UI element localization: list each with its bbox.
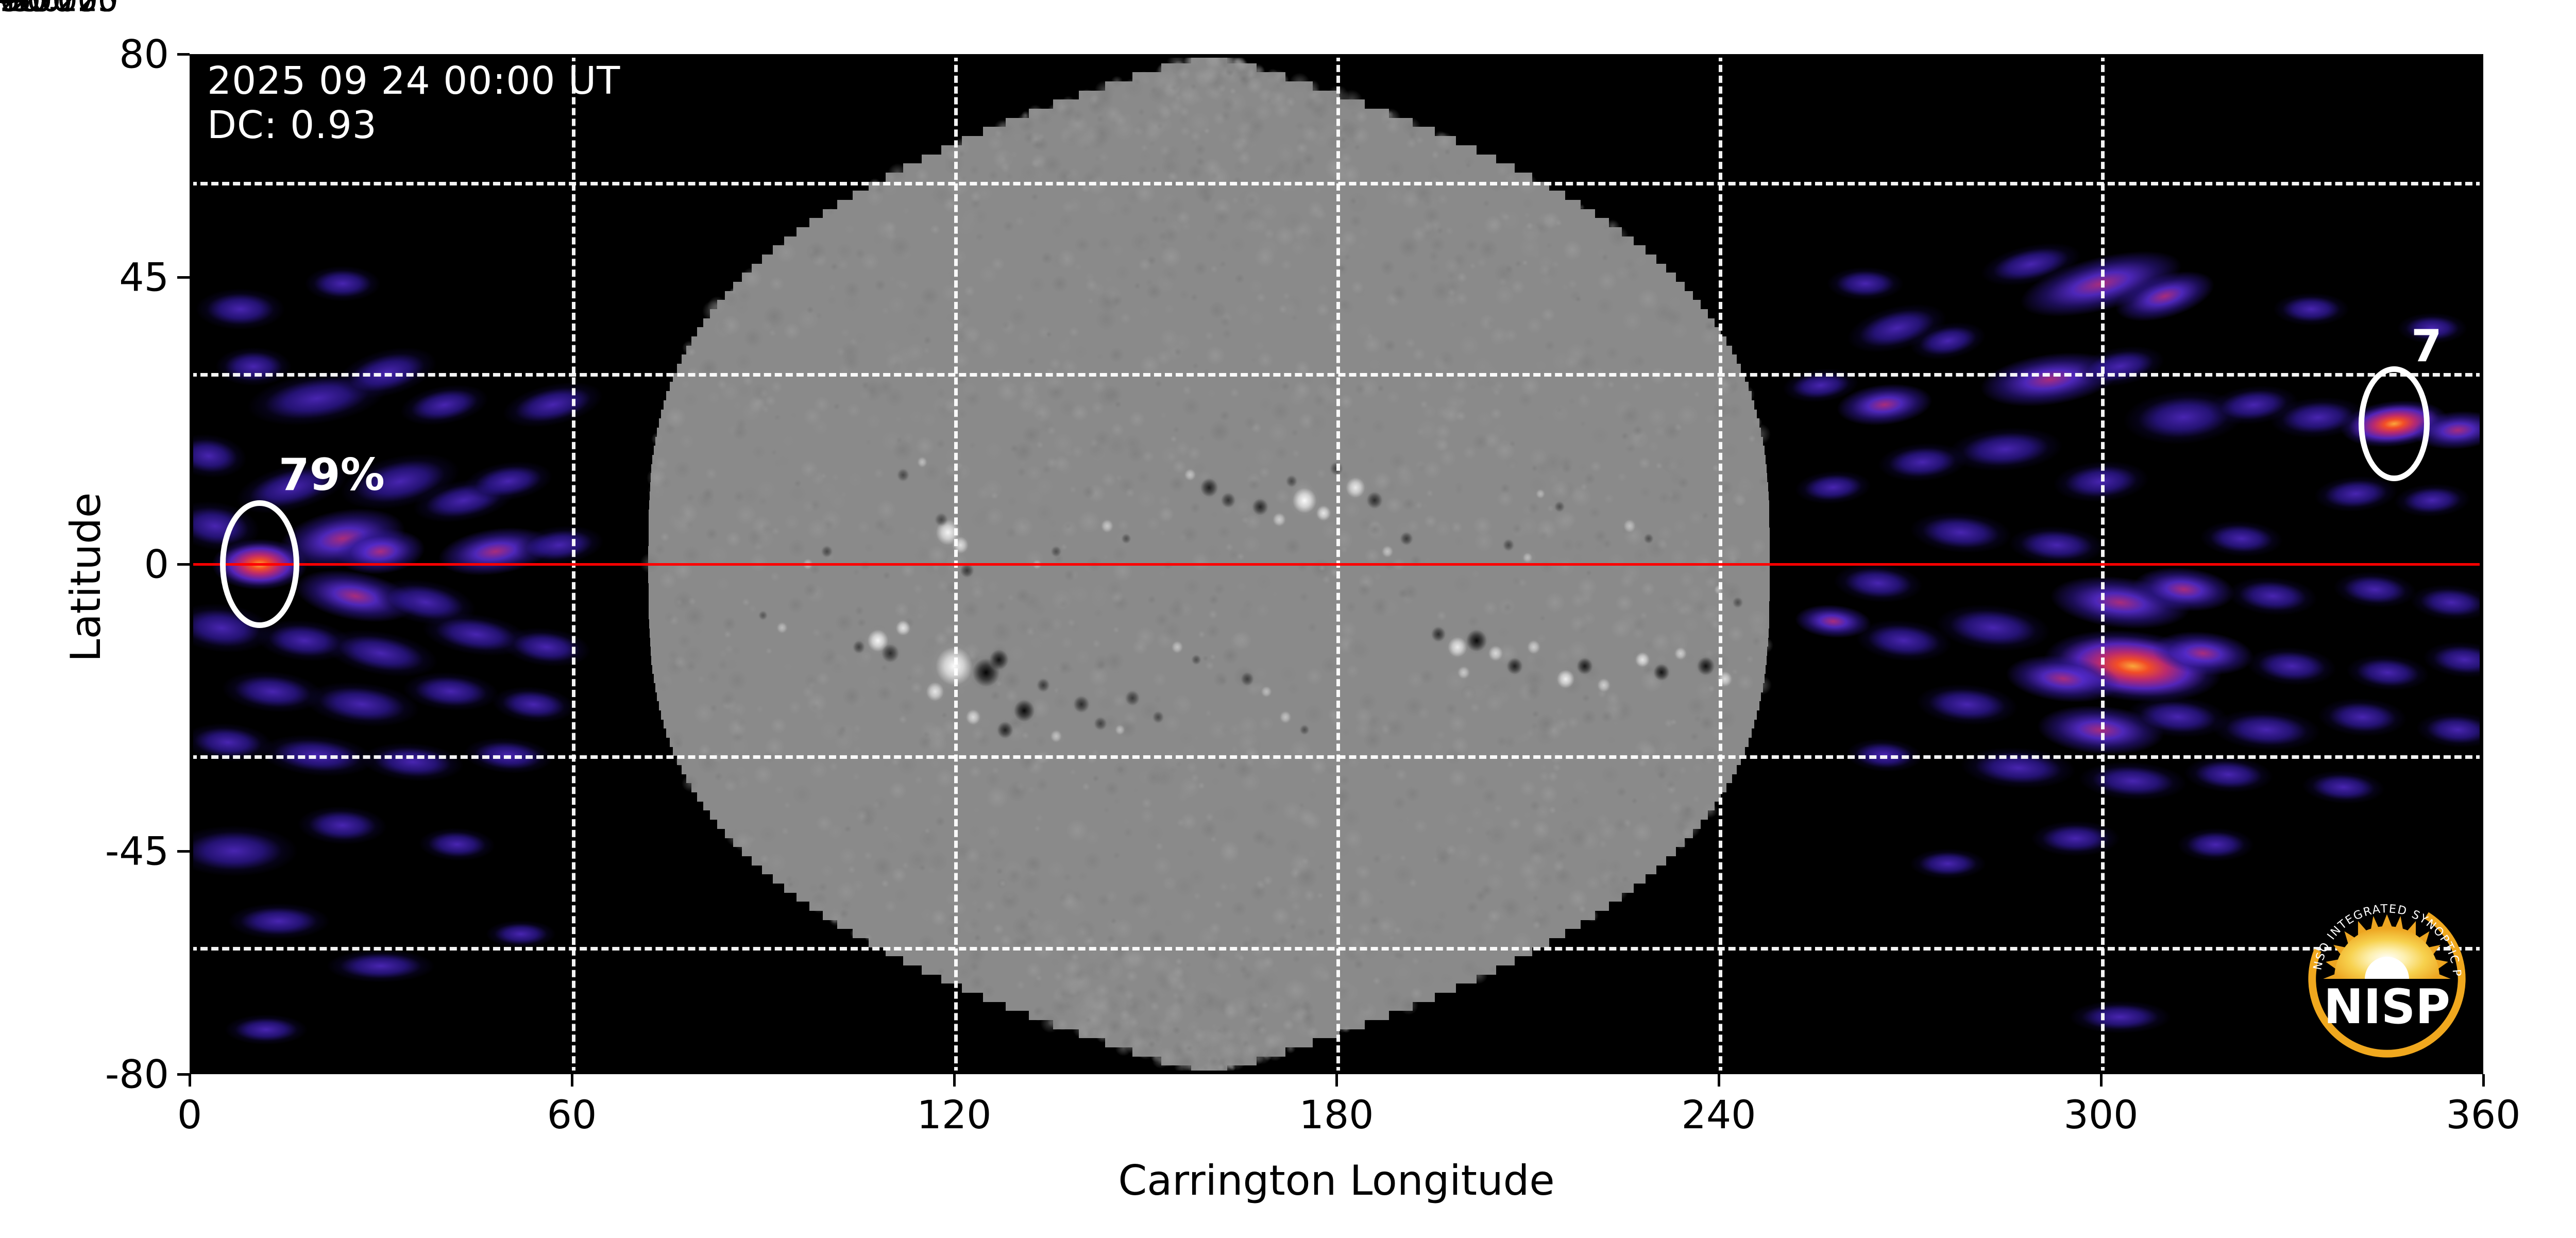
y-tick-label: 0 — [144, 541, 169, 587]
duty-cycle-text: DC: 0.93 — [207, 103, 377, 147]
gridline-horizontal — [190, 372, 2483, 377]
y-tick — [177, 53, 190, 56]
x-tick — [2100, 1074, 2103, 1087]
colorbar-tick-label: -200 — [0, 0, 73, 19]
timestamp-text: 2025 09 24 00:00 UT — [207, 59, 621, 103]
colorbar-tick-label: -150 — [0, 0, 73, 19]
x-tick-label: 60 — [547, 1092, 597, 1138]
annotation-label: 79% — [278, 449, 385, 501]
y-tick — [177, 850, 190, 853]
annotation-label: 7 — [2411, 320, 2442, 372]
colorbar-tick-label: −0.150 — [0, 0, 118, 19]
x-tick-label: 360 — [2446, 1092, 2521, 1138]
annotation-marker[interactable]: 7 — [2358, 320, 2442, 482]
x-tick-label: 0 — [177, 1092, 202, 1138]
equator-line — [190, 563, 2483, 566]
y-tick-label: -45 — [105, 828, 169, 874]
x-tick — [189, 1074, 191, 1087]
colorbar-tick-label: −0.175 — [0, 0, 118, 19]
y-tick — [177, 563, 190, 566]
gridline-horizontal — [190, 181, 2483, 185]
colorbar-tick-label: −0.125 — [0, 0, 118, 19]
colorbar-tick-label: −0.225 — [0, 0, 118, 19]
x-axis-title: Carrington Longitude — [1118, 1157, 1555, 1205]
colorbar-tick-label: 50 — [0, 0, 41, 19]
nisp-logo: NSO INTEGRATED SYNOPTIC PROGRAM NISP — [2302, 894, 2472, 1064]
colorbar-tick-label: −0.050 — [0, 0, 118, 19]
colorbar-tick-label: −0.200 — [0, 0, 118, 19]
x-tick-label: 300 — [2063, 1092, 2139, 1138]
colorbar-tick-label: −0.250 — [0, 0, 118, 19]
y-tick — [177, 1073, 190, 1076]
y-tick-label: 45 — [119, 254, 169, 300]
colorbar-tick — [0, 0, 13, 3]
colorbar-tick-label: 150 — [0, 0, 61, 19]
colorbar-tick-label: 200 — [0, 0, 61, 19]
timestamp-overlay: 2025 09 24 00:00 UT DC: 0.93 — [207, 59, 620, 148]
x-tick — [953, 1074, 956, 1087]
colorbar-tick-label: 0 — [0, 0, 21, 19]
x-tick — [1718, 1074, 1720, 1087]
x-tick — [571, 1074, 573, 1087]
x-tick — [2482, 1074, 2485, 1087]
synoptic-map-axes[interactable]: 2025 09 24 00:00 UT DC: 0.93 79% 7 — [190, 54, 2483, 1074]
x-tick-label: 240 — [1681, 1092, 1756, 1138]
y-tick-label: -80 — [105, 1051, 169, 1097]
x-tick-label: 180 — [1299, 1092, 1374, 1138]
y-axis-title: Latitude — [62, 492, 110, 662]
gridline-horizontal — [190, 946, 2483, 951]
colorbar-tick-label: -50 — [0, 0, 53, 19]
y-tick-label: 80 — [119, 31, 169, 77]
x-tick-label: 120 — [917, 1092, 992, 1138]
colorbar-tick-label: −0.075 — [0, 0, 118, 19]
nisp-wordmark: NISP — [2324, 979, 2450, 1035]
gridline-horizontal — [190, 755, 2483, 759]
y-tick — [177, 276, 190, 279]
x-tick — [1335, 1074, 1338, 1087]
annotation-circle — [2358, 366, 2430, 482]
colorbar-tick-label: 100 — [0, 0, 61, 19]
colorbar-tick-label: -100 — [0, 0, 73, 19]
colorbar-tick-label: −0.100 — [0, 0, 118, 19]
